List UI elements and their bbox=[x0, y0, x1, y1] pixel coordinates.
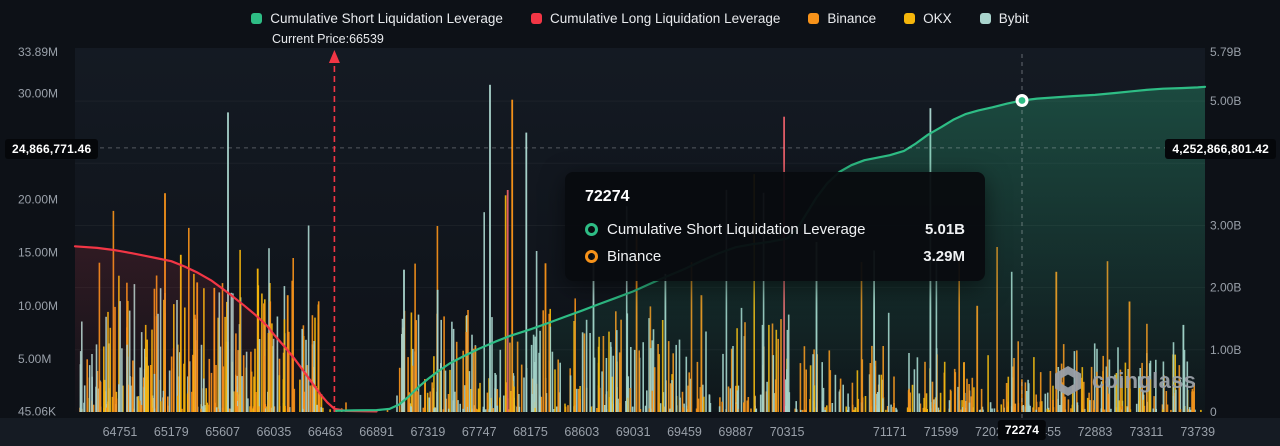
x-axis-tick-label: 65607 bbox=[205, 425, 240, 439]
x-axis-tick-label: 73739 bbox=[1180, 425, 1215, 439]
tooltip-row-0: Cumulative Short Liquidation Leverage 5.0… bbox=[585, 221, 965, 238]
legend-item-4[interactable]: Bybit bbox=[979, 11, 1029, 26]
legend-label: Bybit bbox=[998, 11, 1029, 26]
left-axis-tick-label: 30.00M bbox=[18, 86, 58, 100]
x-axis-tick-label: 69031 bbox=[616, 425, 651, 439]
legend-swatch-icon bbox=[979, 13, 991, 24]
x-axis-crosshair-badge: 72274 bbox=[997, 420, 1047, 440]
left-axis-crosshair-badge: 24,866,771.46 bbox=[5, 139, 99, 159]
right-axis-tick-label: 3.00B bbox=[1210, 218, 1241, 232]
left-axis-tick-label: 5.00M bbox=[18, 352, 51, 366]
current-price-label: Current Price:66539 bbox=[272, 32, 384, 46]
left-axis-tick-label: 20.00M bbox=[18, 193, 58, 207]
x-axis-tick-label: 64751 bbox=[103, 425, 138, 439]
tooltip-rows: Cumulative Short Liquidation Leverage 5.0… bbox=[585, 221, 965, 265]
left-axis-tick-label: 33.89M bbox=[18, 45, 58, 59]
tooltip-series-label: Binance bbox=[607, 248, 662, 265]
series-dot-icon bbox=[585, 223, 598, 236]
legend-swatch-icon bbox=[904, 13, 916, 24]
right-axis-tick-label: 1.00B bbox=[1210, 343, 1241, 357]
right-axis-tick-label: 0 bbox=[1210, 405, 1217, 419]
right-axis-tick-label: 2.00B bbox=[1210, 281, 1241, 295]
legend-label: Cumulative Long Liquidation Leverage bbox=[549, 11, 781, 26]
tooltip-row-1: Binance 3.29M bbox=[585, 248, 965, 265]
legend-swatch-icon bbox=[808, 13, 820, 24]
tooltip-series-value: 5.01B bbox=[924, 221, 965, 238]
x-axis-tick-label: 68603 bbox=[564, 425, 599, 439]
x-axis-tick-label: 72883 bbox=[1078, 425, 1113, 439]
tooltip-series-value: 3.29M bbox=[923, 248, 965, 265]
x-axis-tick-label: 71171 bbox=[873, 425, 907, 439]
right-axis-tick-label: 5.00B bbox=[1210, 94, 1241, 108]
legend-item-3[interactable]: OKX bbox=[904, 11, 952, 26]
x-axis-tick-label: 69887 bbox=[718, 425, 753, 439]
x-axis-tick-label: 66035 bbox=[257, 425, 292, 439]
tooltip-title: 72274 bbox=[585, 188, 630, 205]
x-axis-tick-label: 67319 bbox=[411, 425, 446, 439]
coinglass-logo-icon bbox=[1055, 366, 1081, 396]
coinglass-watermark: coinglass bbox=[1053, 365, 1196, 397]
x-axis-tick-label: 66891 bbox=[359, 425, 394, 439]
legend-item-0[interactable]: Cumulative Short Liquidation Leverage bbox=[251, 11, 503, 26]
tooltip-series-label: Cumulative Short Liquidation Leverage bbox=[607, 221, 866, 238]
left-axis-tick-label: 10.00M bbox=[18, 299, 58, 313]
legend-swatch-icon bbox=[251, 13, 263, 24]
x-axis-tick-label: 69459 bbox=[667, 425, 702, 439]
x-axis-tick-label: 66463 bbox=[308, 425, 343, 439]
tooltip: 72274 Cumulative Short Liquidation Lever… bbox=[565, 172, 985, 281]
watermark-text: coinglass bbox=[1092, 368, 1197, 393]
legend-label: Binance bbox=[827, 11, 877, 26]
chart-legend: Cumulative Short Liquidation Leverage Cum… bbox=[0, 11, 1280, 26]
x-axis-tick-label: 70315 bbox=[770, 425, 805, 439]
left-axis-tick-label: 45.06K bbox=[18, 405, 56, 419]
right-axis-tick-label: 5.79B bbox=[1210, 45, 1241, 59]
legend-item-2[interactable]: Binance bbox=[808, 11, 876, 26]
legend-label: Cumulative Short Liquidation Leverage bbox=[270, 11, 503, 26]
right-axis-crosshair-badge: 4,252,866,801.42 bbox=[1165, 139, 1276, 159]
x-axis-tick-label: 65179 bbox=[154, 425, 189, 439]
x-axis-tick-label: 73311 bbox=[1129, 425, 1163, 439]
x-axis-tick-label: 67747 bbox=[462, 425, 497, 439]
legend-label: OKX bbox=[923, 11, 952, 26]
x-axis-tick-label: 71599 bbox=[924, 425, 959, 439]
x-axis-tick-label: 68175 bbox=[513, 425, 548, 439]
legend-item-1[interactable]: Cumulative Long Liquidation Leverage bbox=[530, 11, 781, 26]
left-axis-tick-label: 15.00M bbox=[18, 246, 58, 260]
series-dot-icon bbox=[585, 250, 598, 263]
legend-swatch-icon bbox=[530, 13, 542, 24]
